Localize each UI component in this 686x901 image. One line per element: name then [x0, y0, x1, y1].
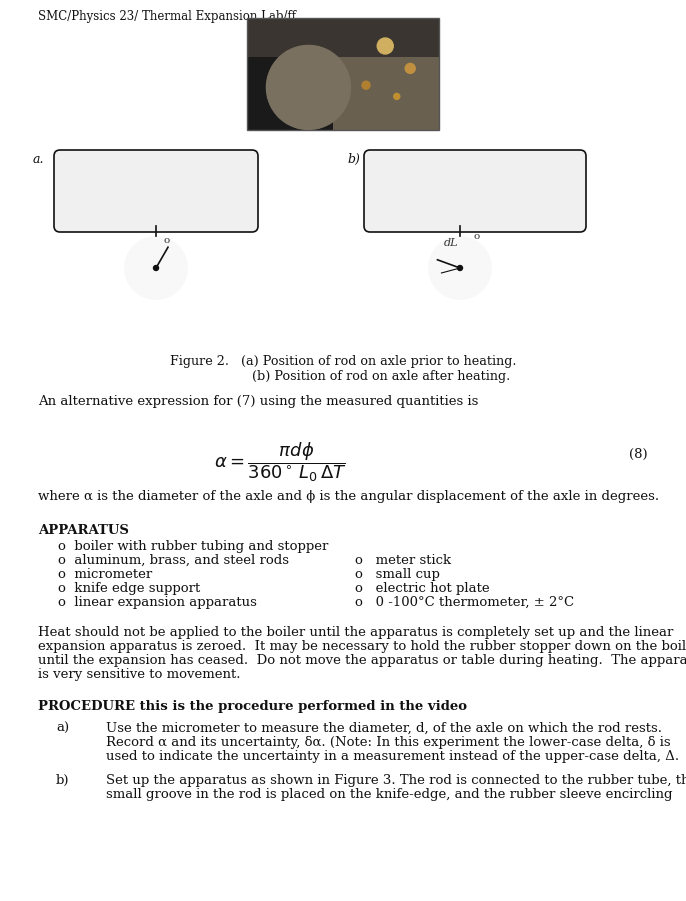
Text: b): b) — [56, 774, 69, 787]
Text: Heat should not be applied to the boiler until the apparatus is completely set u: Heat should not be applied to the boiler… — [38, 626, 674, 639]
Circle shape — [279, 58, 338, 117]
Text: $\alpha = \dfrac{\pi d\phi}{360^\circ\, L_0\, \Delta T}$: $\alpha = \dfrac{\pi d\phi}{360^\circ\, … — [213, 440, 346, 484]
Text: (8): (8) — [629, 448, 648, 461]
Circle shape — [458, 266, 462, 270]
Text: o  knife edge support: o knife edge support — [58, 582, 200, 595]
Text: used to indicate the uncertainty in a measurement instead of the upper-case delt: used to indicate the uncertainty in a me… — [106, 750, 679, 763]
Text: Set up the apparatus as shown in Figure 3. The rod is connected to the rubber tu: Set up the apparatus as shown in Figure … — [106, 774, 686, 787]
Circle shape — [305, 85, 311, 90]
Text: until the expansion has ceased.  Do not move the apparatus or table during heati: until the expansion has ceased. Do not m… — [38, 654, 686, 667]
Circle shape — [405, 63, 415, 73]
Bar — [247, 18, 439, 130]
Text: Record α and its uncertainty, δα. (Note: In this experiment the lower-case delta: Record α and its uncertainty, δα. (Note:… — [106, 736, 671, 749]
Text: o: o — [164, 236, 170, 245]
Circle shape — [377, 38, 393, 54]
Circle shape — [394, 94, 400, 99]
Text: dL: dL — [444, 238, 458, 248]
Circle shape — [154, 266, 158, 270]
Bar — [247, 18, 439, 57]
Circle shape — [298, 77, 318, 97]
Text: o  aluminum, brass, and steel rods: o aluminum, brass, and steel rods — [58, 554, 289, 567]
Text: o   electric hot plate: o electric hot plate — [355, 582, 490, 595]
Text: where α is the diameter of the axle and ϕ is the angular displacement of the axl: where α is the diameter of the axle and … — [38, 490, 659, 503]
Text: o   0 -100°C thermometer, ± 2°C: o 0 -100°C thermometer, ± 2°C — [355, 596, 574, 609]
Text: Figure 2.   (a) Position of rod on axle prior to heating.: Figure 2. (a) Position of rod on axle pr… — [169, 355, 517, 368]
FancyBboxPatch shape — [54, 150, 258, 232]
Text: b): b) — [347, 153, 360, 166]
Text: (b) Position of rod on axle after heating.: (b) Position of rod on axle after heatin… — [176, 370, 510, 383]
Circle shape — [124, 236, 188, 300]
Bar — [333, 18, 439, 130]
Text: o  linear expansion apparatus: o linear expansion apparatus — [58, 596, 257, 609]
Text: Use the micrometer to measure the diameter, d, of the axle on which the rod rest: Use the micrometer to measure the diamet… — [106, 722, 662, 735]
Text: small groove in the rod is placed on the knife-edge, and the rubber sleeve encir: small groove in the rod is placed on the… — [106, 788, 672, 801]
Circle shape — [266, 45, 351, 130]
Text: expansion: expansion — [437, 170, 490, 179]
FancyBboxPatch shape — [364, 150, 586, 232]
Circle shape — [428, 236, 492, 300]
Text: SMC/Physics 23/ Thermal Expansion Lab/ff: SMC/Physics 23/ Thermal Expansion Lab/ff — [38, 10, 296, 23]
Text: An alternative expression for (7) using the measured quantities is: An alternative expression for (7) using … — [38, 395, 478, 408]
Text: APPARATUS: APPARATUS — [38, 524, 129, 537]
Text: o   small cup: o small cup — [355, 568, 440, 581]
Circle shape — [362, 81, 370, 89]
Text: o  micrometer: o micrometer — [58, 568, 152, 581]
Text: a): a) — [56, 722, 69, 735]
Bar — [247, 18, 439, 130]
Text: expansion apparatus is zeroed.  It may be necessary to hold the rubber stopper d: expansion apparatus is zeroed. It may be… — [38, 640, 686, 653]
Text: a.: a. — [33, 153, 45, 166]
Text: o   meter stick: o meter stick — [355, 554, 451, 567]
Text: PROCEDURE this is the procedure performed in the video: PROCEDURE this is the procedure performe… — [38, 700, 467, 713]
Text: o  boiler with rubber tubing and stopper: o boiler with rubber tubing and stopper — [58, 540, 329, 553]
Text: is very sensitive to movement.: is very sensitive to movement. — [38, 668, 241, 681]
Text: o: o — [474, 232, 480, 241]
